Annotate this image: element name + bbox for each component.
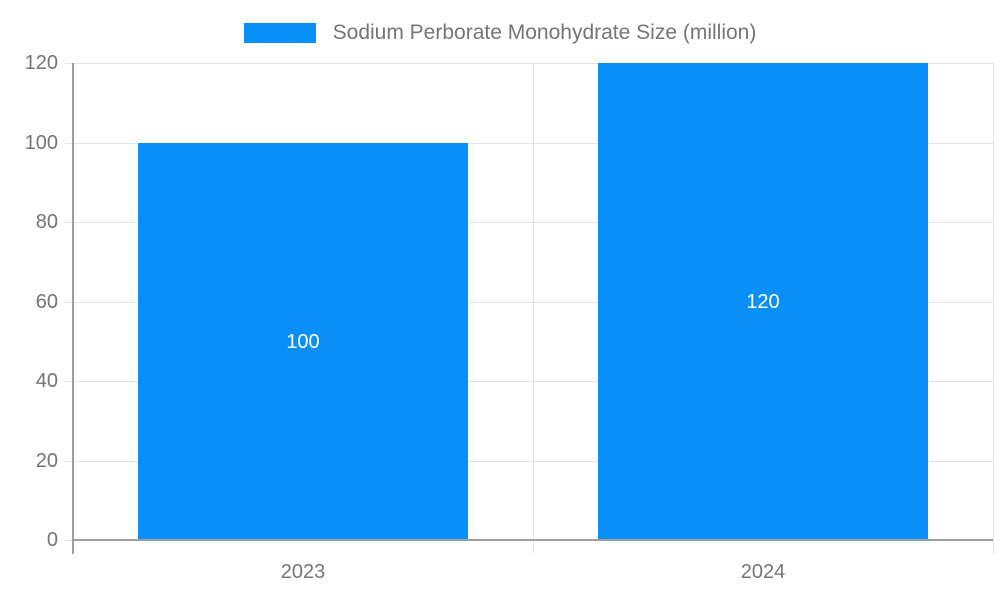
y-tick-mark — [65, 302, 73, 303]
y-tick-label: 60 — [35, 291, 58, 313]
legend-item[interactable]: Sodium Perborate Monohydrate Size (milli… — [243, 21, 757, 45]
y-tick-label: 20 — [35, 450, 58, 472]
y-tick-mark — [65, 540, 73, 541]
category-boundary-gridline — [533, 63, 534, 554]
y-axis-line — [72, 63, 74, 554]
bar-2024[interactable] — [598, 63, 928, 540]
y-tick-mark — [65, 381, 73, 382]
legend-swatch-icon — [243, 23, 316, 43]
y-tick-label: 0 — [46, 529, 58, 551]
y-tick-label: 80 — [35, 211, 58, 233]
y-tick-mark — [65, 461, 73, 462]
category-boundary-gridline — [993, 63, 994, 554]
legend-label: Sodium Perborate Monohydrate Size (milli… — [332, 21, 757, 44]
legend: Sodium Perborate Monohydrate Size (milli… — [0, 20, 1000, 46]
y-tick-mark — [65, 63, 73, 64]
y-tick-mark — [65, 143, 73, 144]
bar-value-label: 100 — [286, 331, 320, 353]
y-tick-label: 100 — [24, 132, 58, 154]
y-tick-label: 120 — [24, 52, 58, 74]
y-tick-label: 40 — [35, 370, 58, 392]
y-tick-mark — [65, 222, 73, 223]
x-axis-baseline — [73, 539, 993, 541]
bar-2023[interactable] — [138, 143, 468, 540]
x-tick-label: 2024 — [740, 561, 786, 583]
x-tick-label: 2023 — [280, 561, 326, 583]
bar-value-label: 120 — [746, 291, 780, 313]
